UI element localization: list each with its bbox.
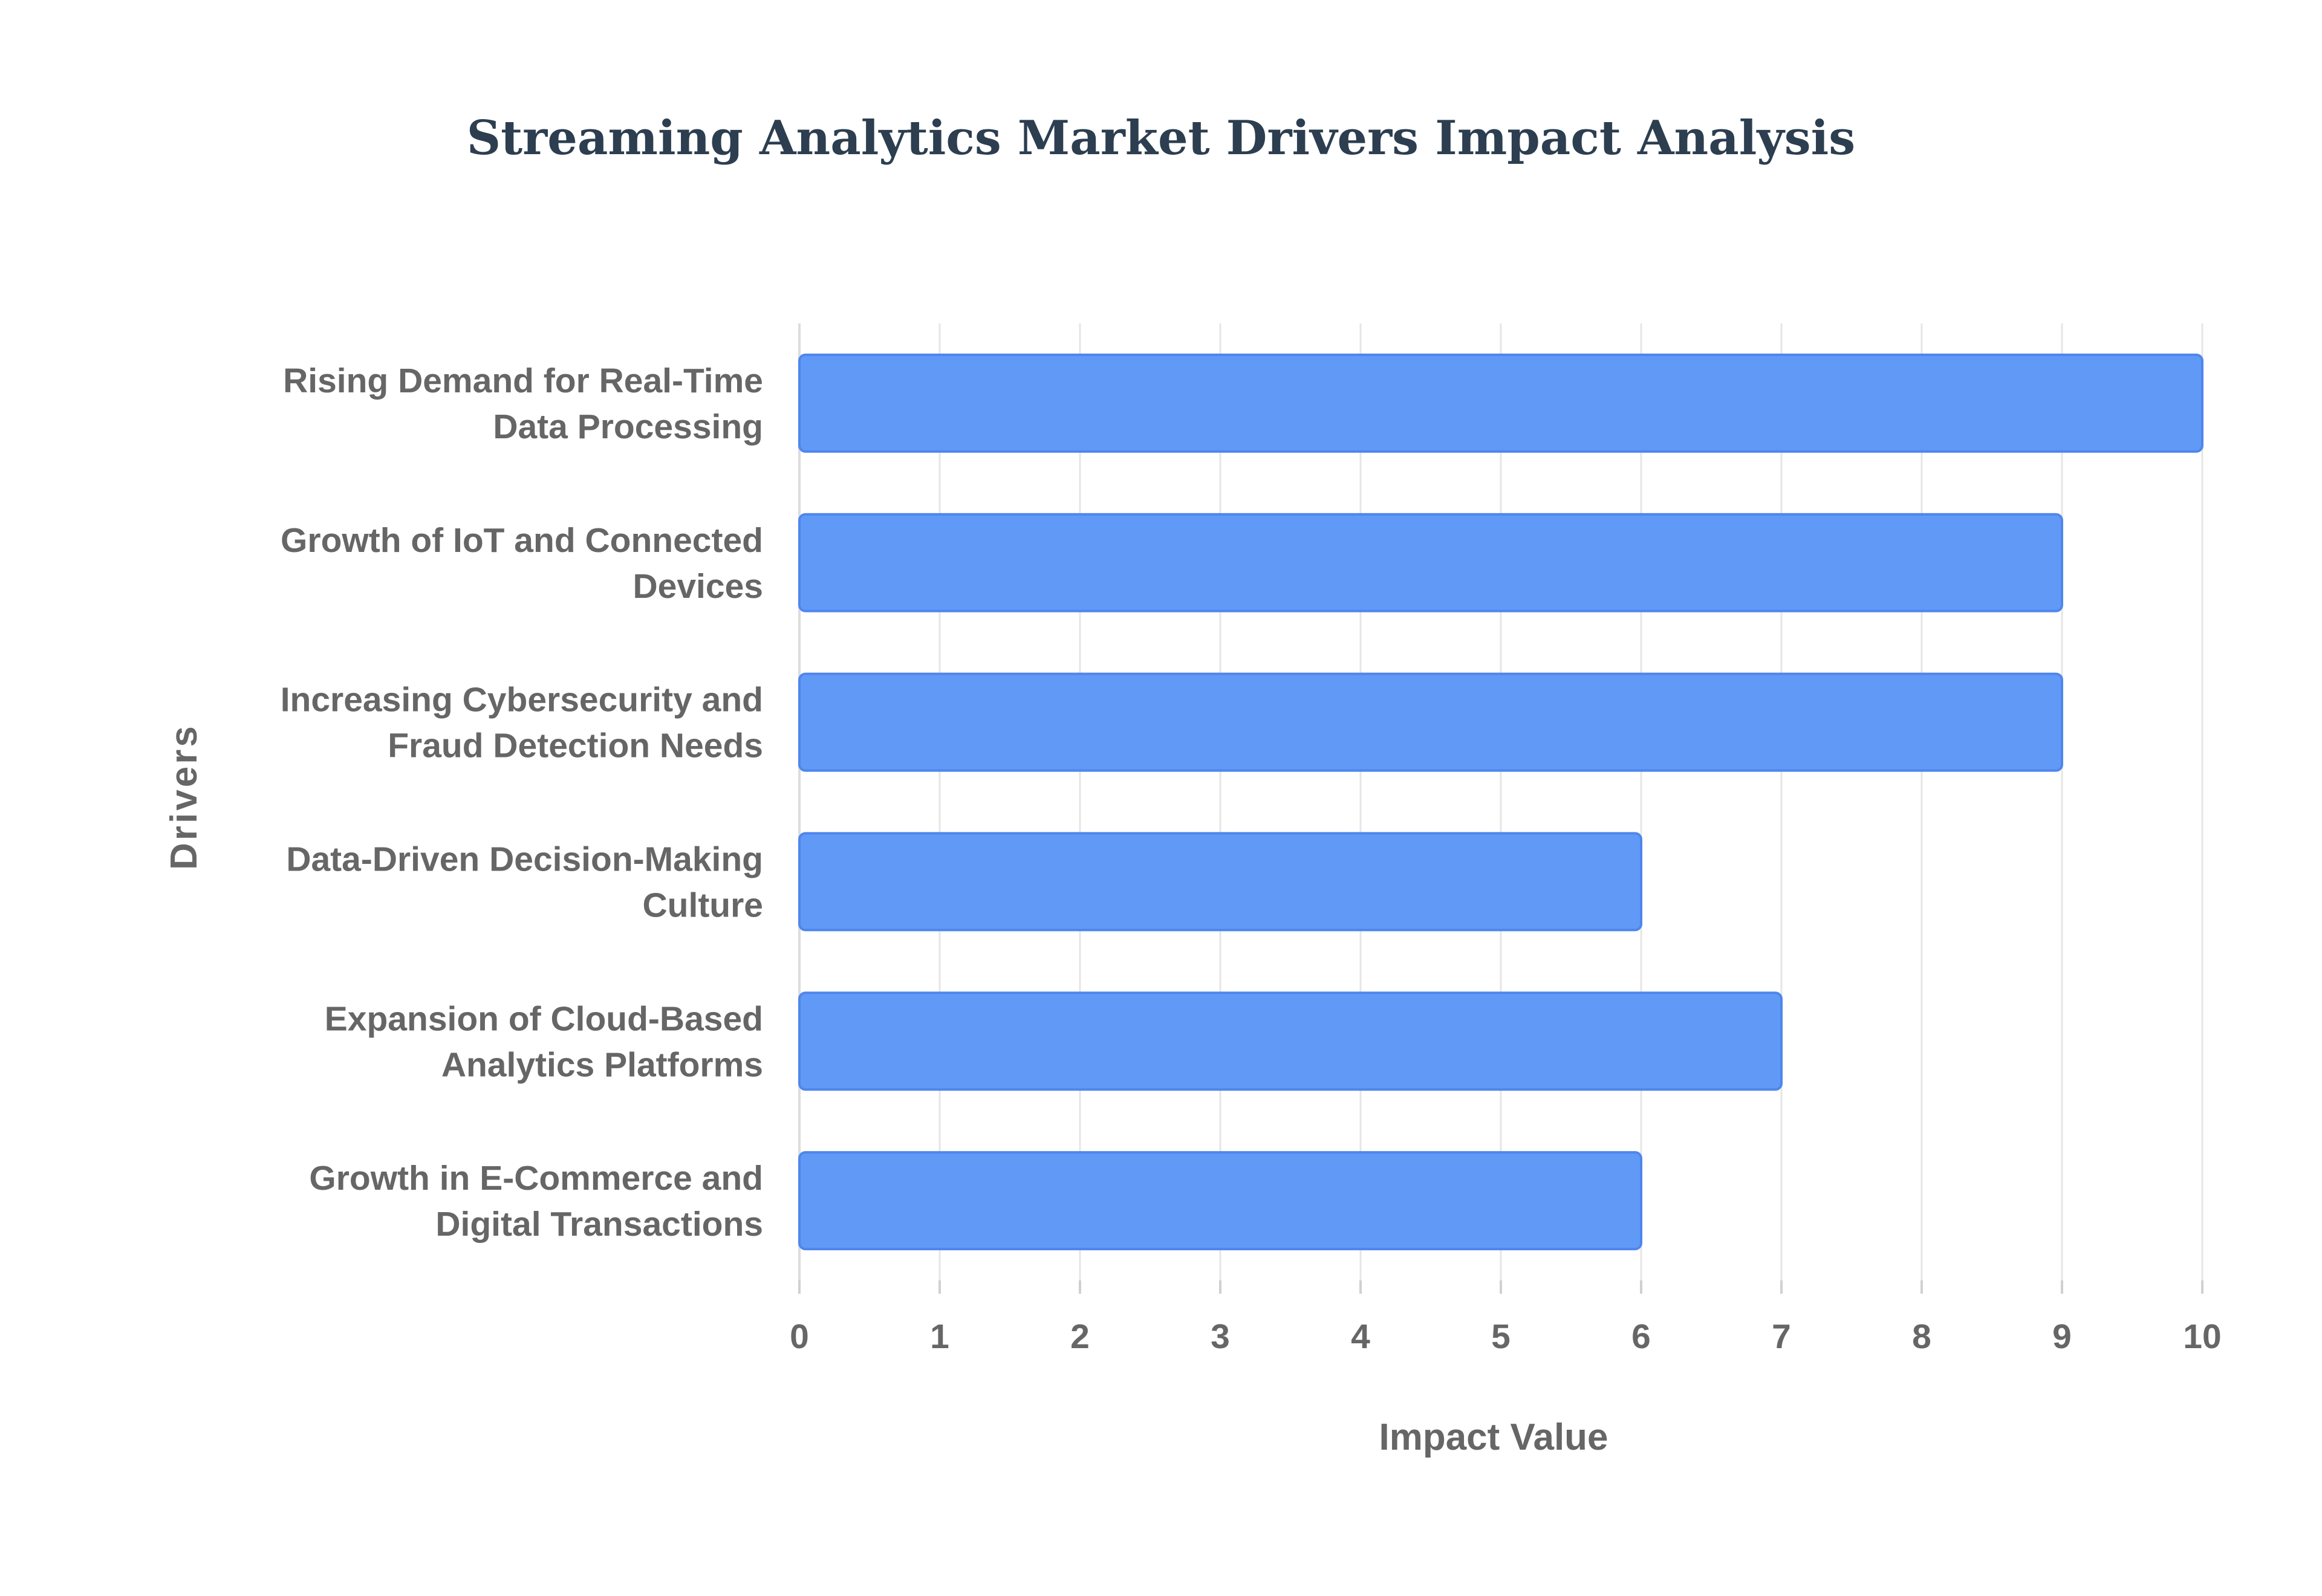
x-tick-label-5: 5 — [1491, 1317, 1511, 1356]
x-tick-label-9: 9 — [2052, 1317, 2072, 1356]
y-category-label-line: Increasing Cybersecurity and — [281, 681, 763, 719]
y-category-label-2: Growth of IoT and Connected Devices — [281, 521, 763, 606]
bar-3 — [798, 672, 2063, 772]
y-category-label-4: Data-Driven Decision-Making Culture — [286, 840, 763, 924]
y-category-label-1: Rising Demand for Real-Time Data Processi… — [283, 362, 763, 446]
x-tick-label-1: 1 — [930, 1317, 949, 1356]
x-tick-label-10: 10 — [2183, 1317, 2221, 1356]
y-category-label-line: Devices — [633, 567, 763, 606]
chart-title: Streaming Analytics Market Drivers Impac… — [467, 111, 1855, 166]
x-tick-label-6: 6 — [1631, 1317, 1651, 1356]
y-category-label-line: Fraud Detection Needs — [388, 727, 763, 765]
y-axis-category-labels: Rising Demand for Real-Time Data Processi… — [281, 362, 763, 1244]
x-axis-ticks: 0 1 2 3 4 5 6 7 8 9 10 — [790, 1280, 2222, 1356]
bar-2 — [798, 513, 2063, 612]
y-category-label-line: Growth of IoT and Connected — [281, 521, 763, 560]
x-tick-label-0: 0 — [790, 1317, 809, 1356]
bar-4 — [798, 832, 1642, 932]
y-category-label-line: Digital Transactions — [435, 1205, 763, 1244]
y-category-label-line: Analytics Platforms — [441, 1045, 763, 1084]
x-tick-label-4: 4 — [1351, 1317, 1370, 1356]
y-category-label-3: Increasing Cybersecurity and Fraud Detect… — [281, 681, 763, 765]
bars — [798, 353, 2203, 1251]
bar-5 — [798, 991, 1783, 1091]
y-axis-title: Drivers — [163, 724, 205, 870]
y-category-label-6: Growth in E-Commerce and Digital Transact… — [309, 1159, 763, 1244]
x-tick-label-7: 7 — [1772, 1317, 1791, 1356]
y-category-label-line: Data Processing — [493, 407, 763, 446]
x-tick-label-2: 2 — [1070, 1317, 1090, 1356]
y-category-label-5: Expansion of Cloud-Based Analytics Platfo… — [325, 999, 763, 1084]
x-tick-label-3: 3 — [1211, 1317, 1230, 1356]
y-category-label-line: Rising Demand for Real-Time — [283, 362, 763, 400]
x-axis-title: Impact Value — [1379, 1416, 1608, 1458]
y-category-label-line: Expansion of Cloud-Based — [325, 999, 763, 1038]
y-category-label-line: Growth in E-Commerce and — [309, 1159, 763, 1198]
x-tick-label-8: 8 — [1912, 1317, 1931, 1356]
y-category-label-line: Data-Driven Decision-Making — [286, 840, 763, 878]
bar-1 — [798, 353, 2203, 453]
grid — [798, 323, 2203, 1280]
y-category-label-line: Culture — [643, 886, 764, 924]
bar-6 — [798, 1151, 1642, 1251]
